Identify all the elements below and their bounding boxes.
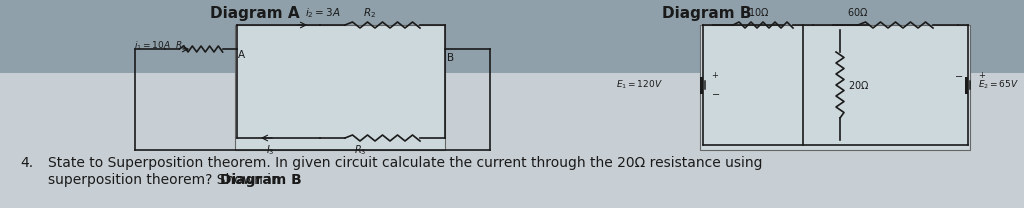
Text: $+$: $+$	[978, 70, 986, 80]
Text: .: .	[295, 173, 299, 187]
Text: $R_3$: $R_3$	[353, 143, 367, 157]
FancyBboxPatch shape	[700, 25, 970, 150]
Text: $20\Omega$: $20\Omega$	[848, 79, 869, 91]
Text: $R_1$: $R_1$	[175, 40, 186, 52]
Text: Diagram A: Diagram A	[210, 6, 300, 21]
Text: $-$: $-$	[711, 88, 720, 98]
Text: $10\Omega$: $10\Omega$	[748, 6, 769, 18]
Text: Diagram B: Diagram B	[662, 6, 752, 21]
Text: $-$: $-$	[954, 70, 964, 80]
Text: 4.: 4.	[20, 156, 33, 170]
Text: superposition theorem? Shown in: superposition theorem? Shown in	[48, 173, 285, 187]
Text: A: A	[238, 50, 245, 60]
Text: State to Superposition theorem. In given circuit calculate the current through t: State to Superposition theorem. In given…	[48, 156, 763, 170]
Text: $+$: $+$	[711, 70, 719, 80]
FancyBboxPatch shape	[234, 25, 445, 150]
Text: $I_3$: $I_3$	[265, 143, 274, 157]
FancyBboxPatch shape	[0, 0, 1024, 73]
Text: $60\Omega$: $60\Omega$	[847, 6, 868, 18]
Text: $i_1=10A$: $i_1=10A$	[134, 40, 171, 52]
Text: $E_2=65V$: $E_2=65V$	[978, 79, 1019, 91]
Text: $i_2=3A$: $i_2=3A$	[305, 6, 341, 20]
Text: $R_2$: $R_2$	[362, 6, 376, 20]
Text: B: B	[447, 53, 454, 63]
Text: Diagram B: Diagram B	[220, 173, 302, 187]
Text: $E_1=120V$: $E_1=120V$	[616, 79, 663, 91]
